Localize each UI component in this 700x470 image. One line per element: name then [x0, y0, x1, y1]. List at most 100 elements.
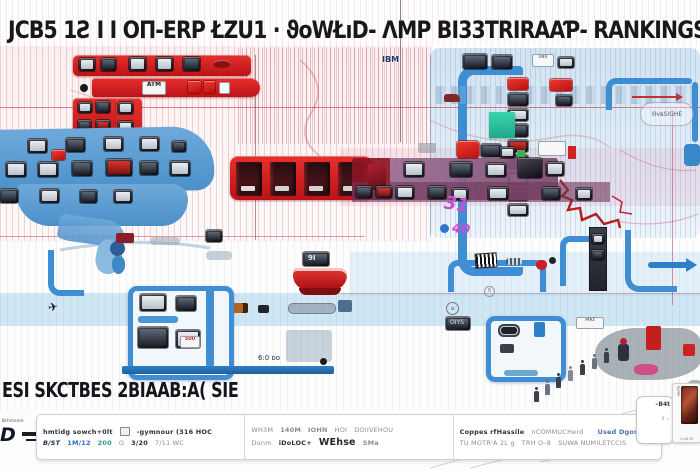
balloon-icon	[112, 256, 125, 274]
bar-tile-icon	[518, 158, 542, 178]
note-card	[538, 141, 566, 156]
legend-item: nCOMMUCHerd	[531, 427, 584, 436]
legend-item: 7/11 WC	[154, 439, 184, 447]
map-tile-icon	[0, 189, 18, 203]
arrow-right-icon	[686, 258, 697, 272]
map-tile-icon	[66, 138, 85, 152]
red-arrowhead-icon	[676, 93, 683, 101]
legend-item: Dunm	[251, 438, 272, 447]
legend-item: 140M	[280, 426, 302, 434]
keypad-icon	[101, 58, 116, 71]
atm-tile: ATM	[142, 81, 166, 95]
legend-row: TU MOTR'A 2L g TRH O–8 SUWA NUMILETCCIS	[460, 439, 655, 447]
grey-chip-icon	[418, 143, 436, 153]
tv-icon	[140, 294, 166, 311]
registered-mark-icon: R	[484, 286, 495, 297]
map-tile-icon	[140, 137, 159, 151]
camera-icon	[481, 144, 501, 157]
display-icon	[183, 57, 200, 71]
red-square-icon	[52, 150, 65, 160]
watermark-text: ΘᴠʙSIGHE	[651, 110, 683, 118]
flow-pipe-h	[648, 262, 688, 268]
legend-item: SUWA NUMILETCCIS	[558, 438, 627, 447]
van-icon	[258, 305, 269, 313]
map-tile-icon	[38, 162, 58, 177]
monitor-icon	[79, 58, 95, 71]
navy-tile-icon	[206, 230, 222, 242]
badge-caption: (LAN·Bt	[679, 437, 694, 441]
console-icon	[138, 327, 168, 348]
map-tile-icon	[40, 189, 59, 203]
module-icon	[508, 204, 528, 216]
red-bottle-icon	[368, 164, 386, 190]
slot-label	[343, 186, 357, 191]
rank-number: 40	[451, 221, 471, 238]
map-tile-icon	[80, 190, 97, 203]
red-arrow-line	[632, 96, 678, 98]
mini-card-sub: ıl ⌄	[661, 416, 670, 422]
grid-line-h	[340, 293, 700, 294]
bar-tile-icon	[486, 163, 506, 177]
rank-number: 31	[442, 192, 471, 217]
panel-note: 6:0 ᴅo	[258, 354, 281, 362]
panel-pipe	[206, 286, 214, 368]
map-tile-icon	[140, 161, 158, 175]
card-icon	[78, 102, 92, 113]
footer-logo: D	[0, 424, 16, 446]
green-dot-icon	[517, 150, 525, 157]
red-strip-icon	[568, 146, 576, 159]
bus-icon	[288, 303, 336, 314]
map-tile-icon	[28, 139, 47, 153]
red-square-icon	[683, 344, 695, 356]
person-decor	[556, 373, 561, 388]
red-square-icon	[204, 81, 215, 93]
legend-item: Coppes rfHassile	[459, 427, 525, 436]
legend-group-2: WH3M 140M IOHN HOI DOIIVEHOU Dunm iDoLOC+ WEhse…	[245, 415, 454, 459]
blue-chip-icon	[534, 322, 545, 337]
map-tile-icon	[104, 137, 123, 151]
car-icon	[444, 94, 460, 102]
oiys-tile	[446, 317, 470, 330]
poster-subtitle: ESI SKCTBES 2BIAAB:A( SIE	[2, 378, 239, 402]
watermark-logo: ΘᴠʙSIGHE	[640, 102, 694, 126]
cyan-band-upper	[350, 252, 700, 296]
legend-item: iDoLOC+	[278, 438, 312, 447]
blue-blob-icon	[684, 144, 700, 166]
strip-tile-icon	[592, 234, 604, 244]
legend-item: DOIIVEHOU	[354, 426, 394, 434]
grey-box	[286, 330, 332, 362]
strip-tile-icon	[592, 250, 604, 260]
bar-tile-icon	[546, 162, 564, 176]
flow-pipe-elbow	[48, 250, 84, 296]
flow-pipe-elbow	[625, 230, 677, 292]
legend-item: WEhse	[318, 437, 356, 448]
grey-cloud-icon	[150, 237, 180, 245]
red-square-icon	[188, 81, 201, 93]
flow-pipe-corner	[560, 236, 594, 286]
grid-line-h	[0, 236, 365, 237]
person-decor	[534, 387, 539, 402]
mkt-text: MKt	[585, 317, 595, 323]
slot-icon	[219, 82, 230, 94]
mkt-pill: MKt	[576, 317, 604, 329]
legend-group-3: Coppes rfHassile nCOMMUCHerd Used DgoseOnE…	[454, 415, 661, 459]
slot-label	[275, 186, 289, 191]
person-decor	[545, 380, 550, 395]
table-icon	[22, 432, 37, 436]
legend-row: Coppes rfHassile nCOMMUCHerd Used DgoseOnE…	[460, 428, 655, 436]
legend-item: SMa	[362, 438, 379, 447]
blue-node-dot	[440, 224, 449, 233]
atm-label: ATM	[146, 81, 162, 88]
flow-pipe-bridge	[448, 260, 546, 292]
map-tile-icon	[106, 159, 132, 176]
dot-icon	[549, 257, 556, 264]
red-monolith-icon	[646, 326, 661, 350]
legend-row: hmtidg sowch+0lt ‑gymnour (316 HOC	[43, 427, 238, 436]
legend-item: ‑gymnour (316 HOC	[136, 427, 213, 436]
calculator-icon	[129, 57, 146, 71]
label-pill	[138, 316, 178, 323]
screen-icon	[558, 57, 574, 68]
circled-a-icon: a	[446, 302, 459, 315]
bar-tile-icon	[356, 186, 372, 198]
